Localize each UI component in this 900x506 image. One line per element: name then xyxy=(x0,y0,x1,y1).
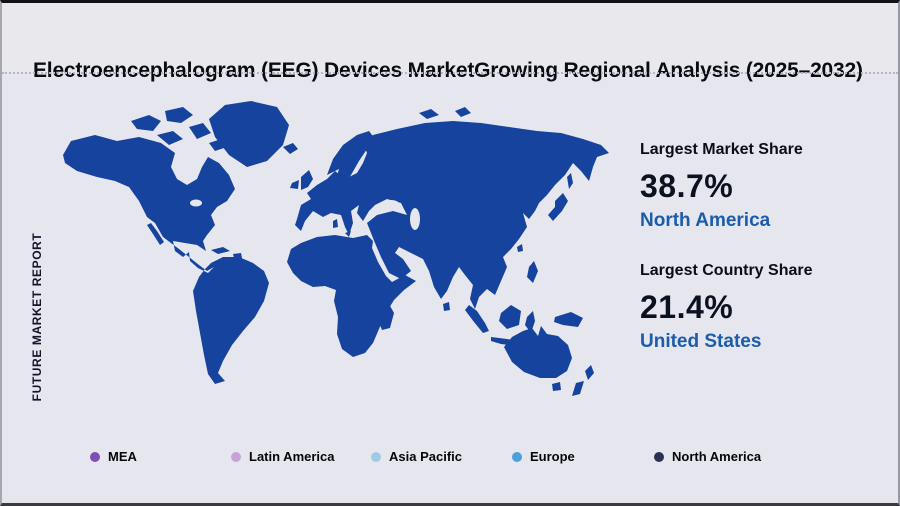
dotted-divider xyxy=(2,72,898,74)
legend-label: North America xyxy=(672,449,762,464)
legend-label: Europe xyxy=(530,449,575,464)
stat-largest-country-share: Largest Country Share 21.4% United State… xyxy=(640,262,896,353)
world-map-landmass xyxy=(63,101,609,396)
legend-item-mea: MEA xyxy=(90,449,137,464)
stat-label: Largest Market Share xyxy=(640,141,803,158)
black-sea xyxy=(383,200,399,208)
great-lakes xyxy=(190,199,202,207)
legend-dot-north-america xyxy=(654,451,664,462)
legend-item-europe: Europe xyxy=(512,449,575,464)
stat-value: 21.4% xyxy=(640,289,734,325)
stat-label: Largest Country Share xyxy=(640,262,813,279)
water-bodies xyxy=(190,199,420,230)
legend-label: MEA xyxy=(108,449,137,464)
stat-region: United States xyxy=(640,331,762,352)
brand-watermark: FUTURE MARKET REPORT xyxy=(30,232,44,402)
legend-dot-asia-pacific xyxy=(371,451,381,462)
legend-item-asia-pacific: Asia Pacific xyxy=(371,449,462,464)
stat-largest-market-share: Largest Market Share 38.7% North America xyxy=(640,141,896,232)
legend-item-latin-america: Latin America xyxy=(231,449,335,464)
world-map xyxy=(63,101,609,396)
header-band xyxy=(2,3,898,72)
legend-label: Latin America xyxy=(249,449,335,464)
stat-region: North America xyxy=(640,210,771,231)
legend-label: Asia Pacific xyxy=(389,449,462,464)
legend-dot-latin-america xyxy=(231,451,241,462)
legend-item-north-america: North America xyxy=(654,449,761,464)
page-title: Electroencephalogram (EEG) Devices Marke… xyxy=(33,59,863,83)
stat-value: 38.7% xyxy=(640,168,734,204)
legend-dot-mea xyxy=(90,451,100,462)
caspian-sea xyxy=(410,208,420,230)
legend-dot-europe xyxy=(512,451,522,462)
